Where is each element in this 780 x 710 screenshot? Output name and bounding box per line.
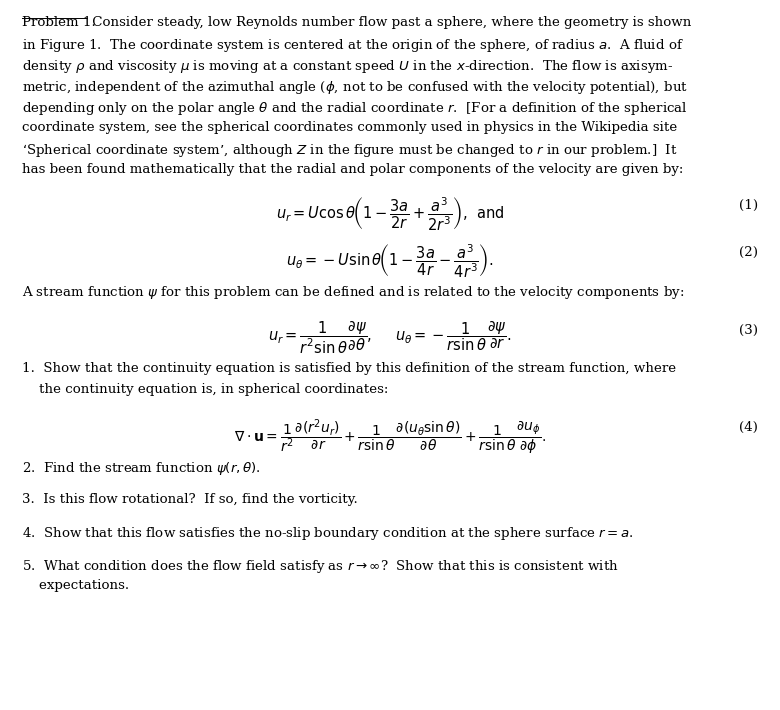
Text: A stream function $\psi$ for this problem can be defined and is related to the v: A stream function $\psi$ for this proble… xyxy=(22,285,684,302)
Text: 1.  Show that the continuity equation is satisfied by this definition of the str: 1. Show that the continuity equation is … xyxy=(22,362,676,375)
Text: in Figure 1.  The coordinate system is centered at the origin of the sphere, of : in Figure 1. The coordinate system is ce… xyxy=(22,37,684,54)
Text: (4): (4) xyxy=(739,421,758,434)
Text: Consider steady, low Reynolds number flow past a sphere, where the geometry is s: Consider steady, low Reynolds number flo… xyxy=(88,16,692,29)
Text: density $\rho$ and viscosity $\mu$ is moving at a constant speed $U$ in the $x$-: density $\rho$ and viscosity $\mu$ is mo… xyxy=(22,58,673,75)
Text: 4.  Show that this flow satisfies the no-slip boundary condition at the sphere s: 4. Show that this flow satisfies the no-… xyxy=(22,525,634,542)
Text: depending only on the polar angle $\theta$ and the radial coordinate $r$.  [For : depending only on the polar angle $\thet… xyxy=(22,100,687,117)
Text: expectations.: expectations. xyxy=(22,579,129,591)
Text: $\nabla\cdot\mathbf{u} = \dfrac{1}{r^2}\dfrac{\partial(r^2 u_r)}{\partial r} + \: $\nabla\cdot\mathbf{u} = \dfrac{1}{r^2}\… xyxy=(234,417,546,457)
Text: coordinate system, see the spherical coordinates commonly used in physics in the: coordinate system, see the spherical coo… xyxy=(22,121,677,134)
Text: $u_r = U\cos\theta\!\left(1 - \dfrac{3a}{2r} + \dfrac{a^3}{2r^3}\right)$,  and: $u_r = U\cos\theta\!\left(1 - \dfrac{3a}… xyxy=(276,195,504,234)
Text: (1): (1) xyxy=(739,199,758,212)
Text: the continuity equation is, in spherical coordinates:: the continuity equation is, in spherical… xyxy=(22,383,388,396)
Text: has been found mathematically that the radial and polar components of the veloci: has been found mathematically that the r… xyxy=(22,163,683,176)
Text: (3): (3) xyxy=(739,324,758,337)
Text: $u_r = \dfrac{1}{r^2\sin\theta}\dfrac{\partial\psi}{\partial\theta}$,  $\quad u_: $u_r = \dfrac{1}{r^2\sin\theta}\dfrac{\p… xyxy=(268,320,512,356)
Text: (2): (2) xyxy=(739,246,758,259)
Text: $u_\theta = -U\sin\theta\!\left(1 - \dfrac{3a}{4r} - \dfrac{a^3}{4r^3}\right)$.: $u_\theta = -U\sin\theta\!\left(1 - \dfr… xyxy=(286,243,494,280)
Text: 3.  Is this flow rotational?  If so, find the vorticity.: 3. Is this flow rotational? If so, find … xyxy=(22,493,357,506)
Text: Problem 1.: Problem 1. xyxy=(22,16,96,29)
Text: 5.  What condition does the flow field satisfy as $r \to \infty$?  Show that thi: 5. What condition does the flow field sa… xyxy=(22,558,619,575)
Text: ‘Spherical coordinate system’, although $Z$ in the figure must be changed to $r$: ‘Spherical coordinate system’, although … xyxy=(22,142,677,159)
Text: 2.  Find the stream function $\psi(r, \theta)$.: 2. Find the stream function $\psi(r, \th… xyxy=(22,460,261,477)
Text: metric, independent of the azimuthal angle ($\phi$, not to be confused with the : metric, independent of the azimuthal ang… xyxy=(22,79,688,96)
